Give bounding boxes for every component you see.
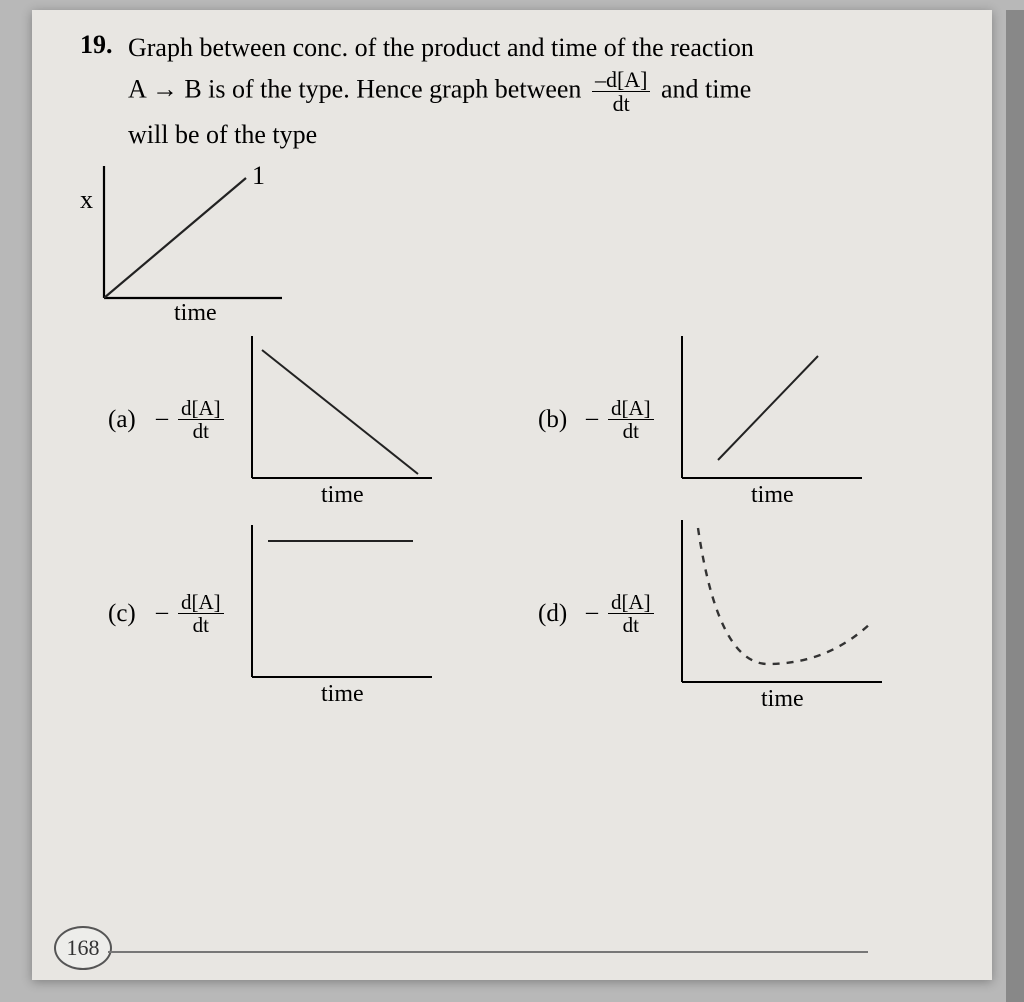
options-grid: (a) – d[A] dt time (b) – d[A] dt time (108, 330, 956, 714)
question-block: 19. Graph between conc. of the product a… (68, 28, 956, 156)
chart-a: time (228, 330, 438, 510)
option-ylabel-a: – d[A] dt (156, 397, 228, 442)
minus-sign: – (156, 405, 168, 431)
page: 19. Graph between conc. of the product a… (32, 10, 992, 980)
chart-b: time (658, 330, 868, 510)
page-number: 168 (54, 926, 112, 970)
option-c: (c) – d[A] dt time (108, 514, 526, 714)
option-b: (b) – d[A] dt time (538, 330, 956, 510)
chart-c: time (228, 519, 438, 709)
option-label-d: (d) (538, 600, 578, 628)
option-ylabel-b: – d[A] dt (586, 397, 658, 442)
opt-frac: d[A] dt (608, 591, 654, 636)
question-line3: will be of the type (128, 120, 317, 149)
frac-den: dt (592, 92, 651, 115)
option-label-b: (b) (538, 406, 578, 434)
minus-sign: – (586, 599, 598, 625)
question-main-graph: x 1 time (68, 160, 956, 320)
minus-sign: – (156, 599, 168, 625)
svg-text:time: time (321, 681, 364, 707)
opt-frac: d[A] dt (178, 397, 224, 442)
option-label-a: (a) (108, 406, 148, 434)
footer-rule (108, 943, 868, 953)
question-text: Graph between conc. of the product and t… (128, 28, 956, 156)
opt-frac: d[A] dt (608, 397, 654, 442)
svg-text:time: time (761, 686, 804, 712)
rate-fraction: –d[A] dt (592, 68, 651, 115)
question-line2b: and time (661, 75, 751, 104)
page-footer: 168 (54, 926, 868, 970)
option-ylabel-d: – d[A] dt (586, 591, 658, 636)
svg-text:1: 1 (252, 161, 265, 190)
svg-text:x: x (80, 185, 93, 214)
svg-text:time: time (174, 300, 217, 320)
frac-num: –d[A] (592, 68, 651, 92)
svg-text:time: time (321, 482, 364, 508)
svg-text:time: time (751, 482, 794, 508)
option-d: (d) – d[A] dt time (538, 514, 956, 714)
question-line1: Graph between conc. of the product and t… (128, 33, 754, 62)
option-label-c: (c) (108, 600, 148, 628)
question-number: 19. (80, 30, 113, 60)
chart-d: time (658, 514, 888, 714)
option-ylabel-c: – d[A] dt (156, 591, 228, 636)
right-page-edge (1006, 10, 1024, 1002)
option-a: (a) – d[A] dt time (108, 330, 526, 510)
opt-frac: d[A] dt (178, 591, 224, 636)
question-line2a: A → B is of the type. Hence graph betwee… (128, 75, 588, 104)
main-chart-svg: x 1 time (68, 160, 288, 320)
minus-sign: – (586, 405, 598, 431)
